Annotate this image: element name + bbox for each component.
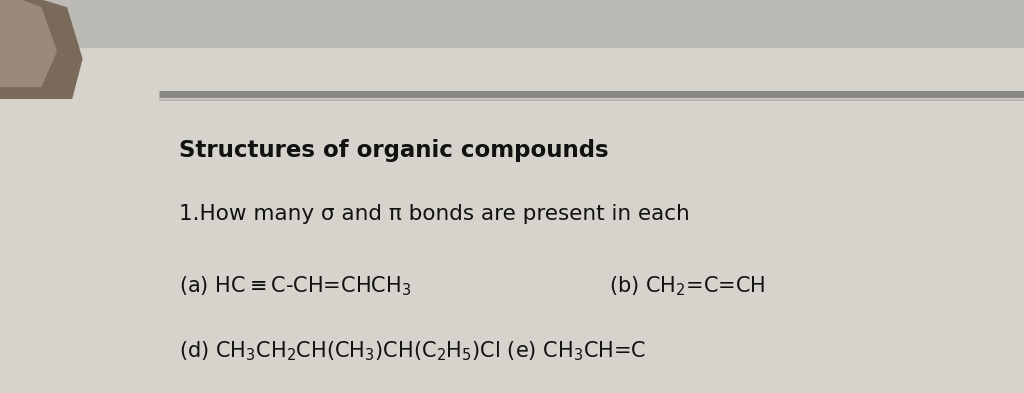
Text: 1.How many σ and π bonds are present in each: 1.How many σ and π bonds are present in … (179, 204, 690, 224)
Text: Structures of organic compounds: Structures of organic compounds (179, 139, 609, 162)
Text: (a) HC$\equiv$C-CH=CHCH$_{3}$: (a) HC$\equiv$C-CH=CHCH$_{3}$ (179, 275, 412, 298)
Polygon shape (0, 0, 56, 86)
Polygon shape (0, 0, 82, 98)
Text: (b) CH$_{2}$=C=CH: (b) CH$_{2}$=C=CH (609, 275, 766, 298)
Text: (d) CH$_{3}$CH$_{2}$CH(CH$_{3}$)CH(C$_{2}$H$_{5}$)Cl (e) CH$_{3}$CH=C: (d) CH$_{3}$CH$_{2}$CH(CH$_{3}$)CH(C$_{2… (179, 340, 646, 363)
Bar (0, 0, 1024, 47)
